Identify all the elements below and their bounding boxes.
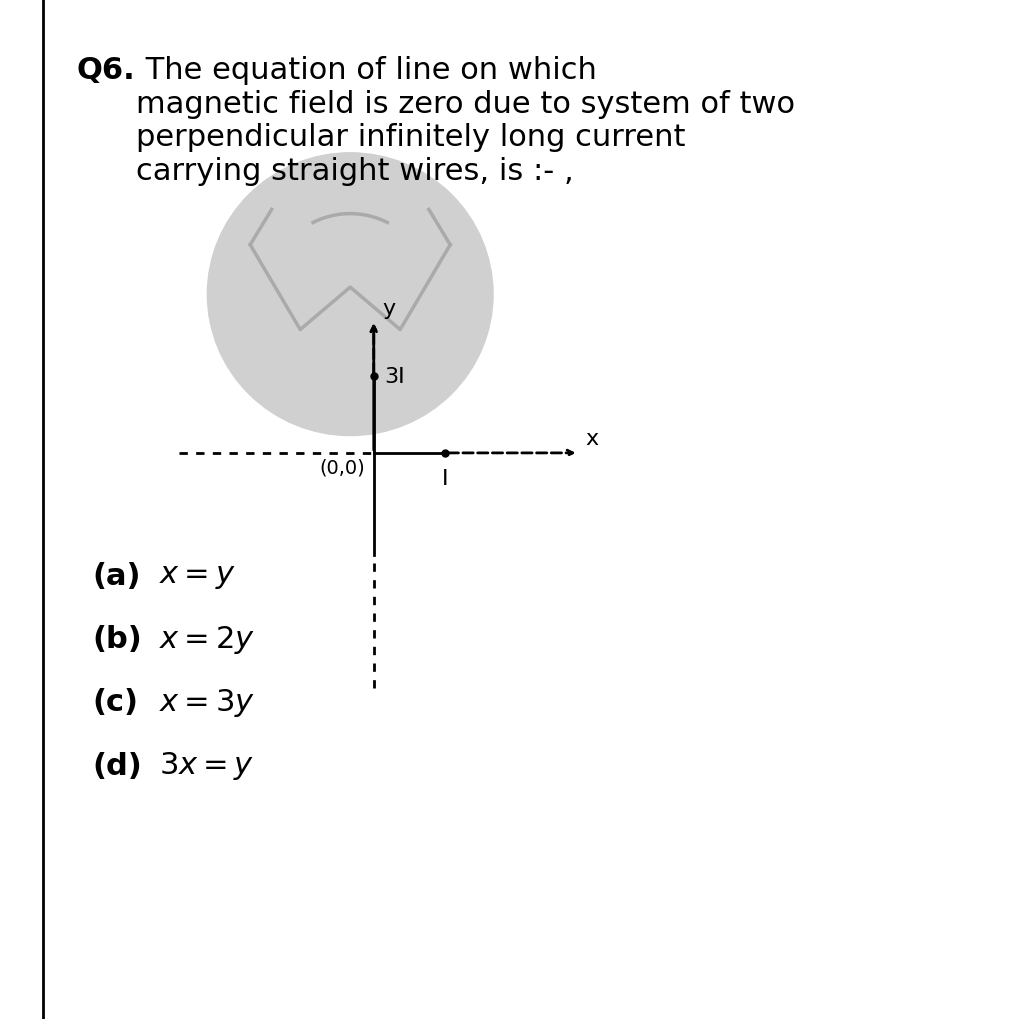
Text: $x = 3y$: $x = 3y$ [159, 686, 255, 718]
Text: (0,0): (0,0) [319, 459, 366, 478]
Text: $x = 2y$: $x = 2y$ [159, 623, 255, 655]
Text: (c): (c) [92, 688, 138, 716]
Circle shape [208, 154, 494, 436]
Text: (b): (b) [92, 625, 142, 653]
Text: $3x = y$: $3x = y$ [159, 749, 254, 782]
Text: y: y [382, 299, 395, 319]
Text: I: I [442, 469, 449, 489]
Text: 3I: 3I [384, 367, 404, 387]
Text: (a): (a) [92, 561, 140, 590]
Text: $x = y$: $x = y$ [159, 561, 236, 590]
Text: (d): (d) [92, 751, 142, 780]
Text: Q6.: Q6. [77, 56, 135, 85]
Text: The equation of line on which
magnetic field is zero due to system of two
perpen: The equation of line on which magnetic f… [136, 56, 796, 185]
Text: x: x [586, 428, 599, 448]
